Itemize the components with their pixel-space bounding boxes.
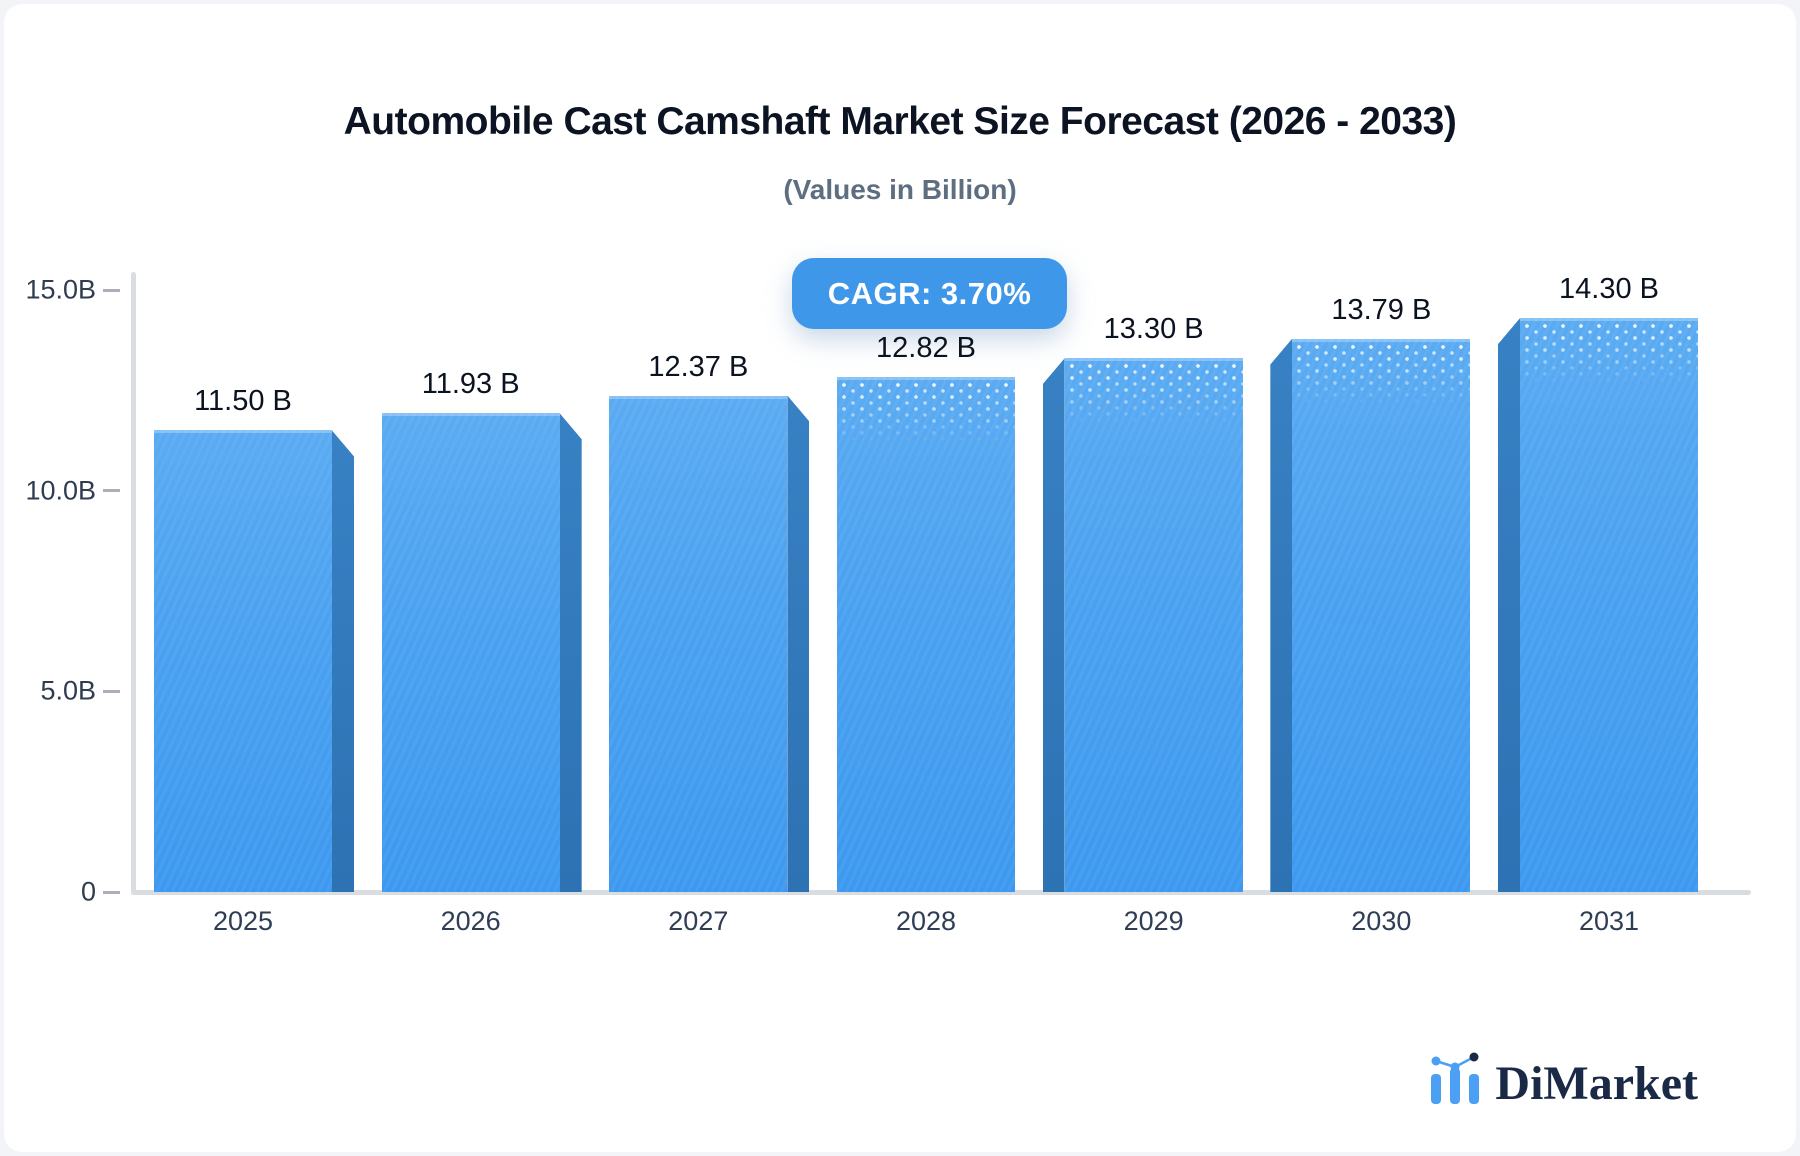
cagr-badge-label: CAGR: 3.70% (827, 275, 1032, 311)
x-axis-label-2030: 2030 (1351, 906, 1412, 936)
bar-value-label-2031: 14.30 B (1559, 273, 1659, 306)
bar-value-label-2025: 11.50 B (194, 385, 292, 418)
bar-2031 (1520, 318, 1698, 892)
chart-card: Automobile Cast Camshaft Market Size For… (4, 4, 1796, 1152)
x-axis-label-2031: 2031 (1578, 906, 1640, 936)
y-axis-label-15.0B: 15.0B (25, 274, 96, 305)
bar-2027 (609, 395, 788, 892)
brand-logo: DiMarket (1429, 1050, 1698, 1108)
y-axis-tick-3 (103, 288, 120, 292)
bar-2031-side-face (1498, 318, 1520, 892)
bar-value-label-2029: 13.30 B (1103, 313, 1204, 346)
x-axis-label-2028: 2028 (895, 906, 957, 936)
x-axis-label-2025: 2025 (212, 906, 274, 936)
y-axis-tick-0 (103, 890, 120, 894)
chart-title: Automobile Cast Camshaft Market Size For… (343, 100, 1457, 143)
chart-subtitle: (Values in Billion) (783, 174, 1017, 205)
bar-2028-forecast-dots (837, 381, 1015, 444)
x-axis-line (131, 890, 1751, 895)
bar-2030-side-face (1270, 338, 1293, 892)
y-axis-tick-2 (103, 489, 120, 493)
cagr-badge: CAGR: 3.70% (792, 258, 1067, 329)
y-axis-line (131, 272, 136, 894)
y-axis-label-0: 0 (80, 876, 96, 907)
y-axis-label-10.0B: 10.0B (25, 475, 96, 506)
bar-value-label-2028: 12.82 B (876, 332, 976, 365)
bar-2025-side-face (332, 430, 354, 892)
x-axis-label-2027: 2027 (668, 906, 729, 936)
brand-logo-icon (1431, 1052, 1480, 1104)
bar-2026-side-face (559, 413, 582, 892)
x-axis-label-2026: 2026 (440, 906, 501, 936)
bar-2026 (381, 413, 560, 892)
bar-value-label-2030: 13.79 B (1331, 293, 1432, 326)
bar-value-label-2026: 11.93 B (421, 368, 520, 401)
bar-2030 (1292, 338, 1471, 892)
bar-2029-forecast-dots (1064, 362, 1243, 425)
bar-2031-forecast-dots (1520, 322, 1698, 385)
x-axis-label-2029: 2029 (1123, 906, 1184, 936)
bar-value-label-2027: 12.37 B (648, 350, 749, 383)
y-axis-label-5.0B: 5.0B (40, 675, 96, 706)
bar-2025 (154, 430, 332, 892)
bar-2027-side-face (787, 395, 810, 892)
bar-2029 (1064, 358, 1243, 892)
bar-2030-forecast-dots (1292, 342, 1471, 405)
bar-2029-side-face (1042, 358, 1065, 892)
brand-logo-text: DiMarket (1495, 1057, 1698, 1110)
y-axis-tick-1 (103, 689, 120, 693)
bar-2028 (837, 377, 1015, 892)
